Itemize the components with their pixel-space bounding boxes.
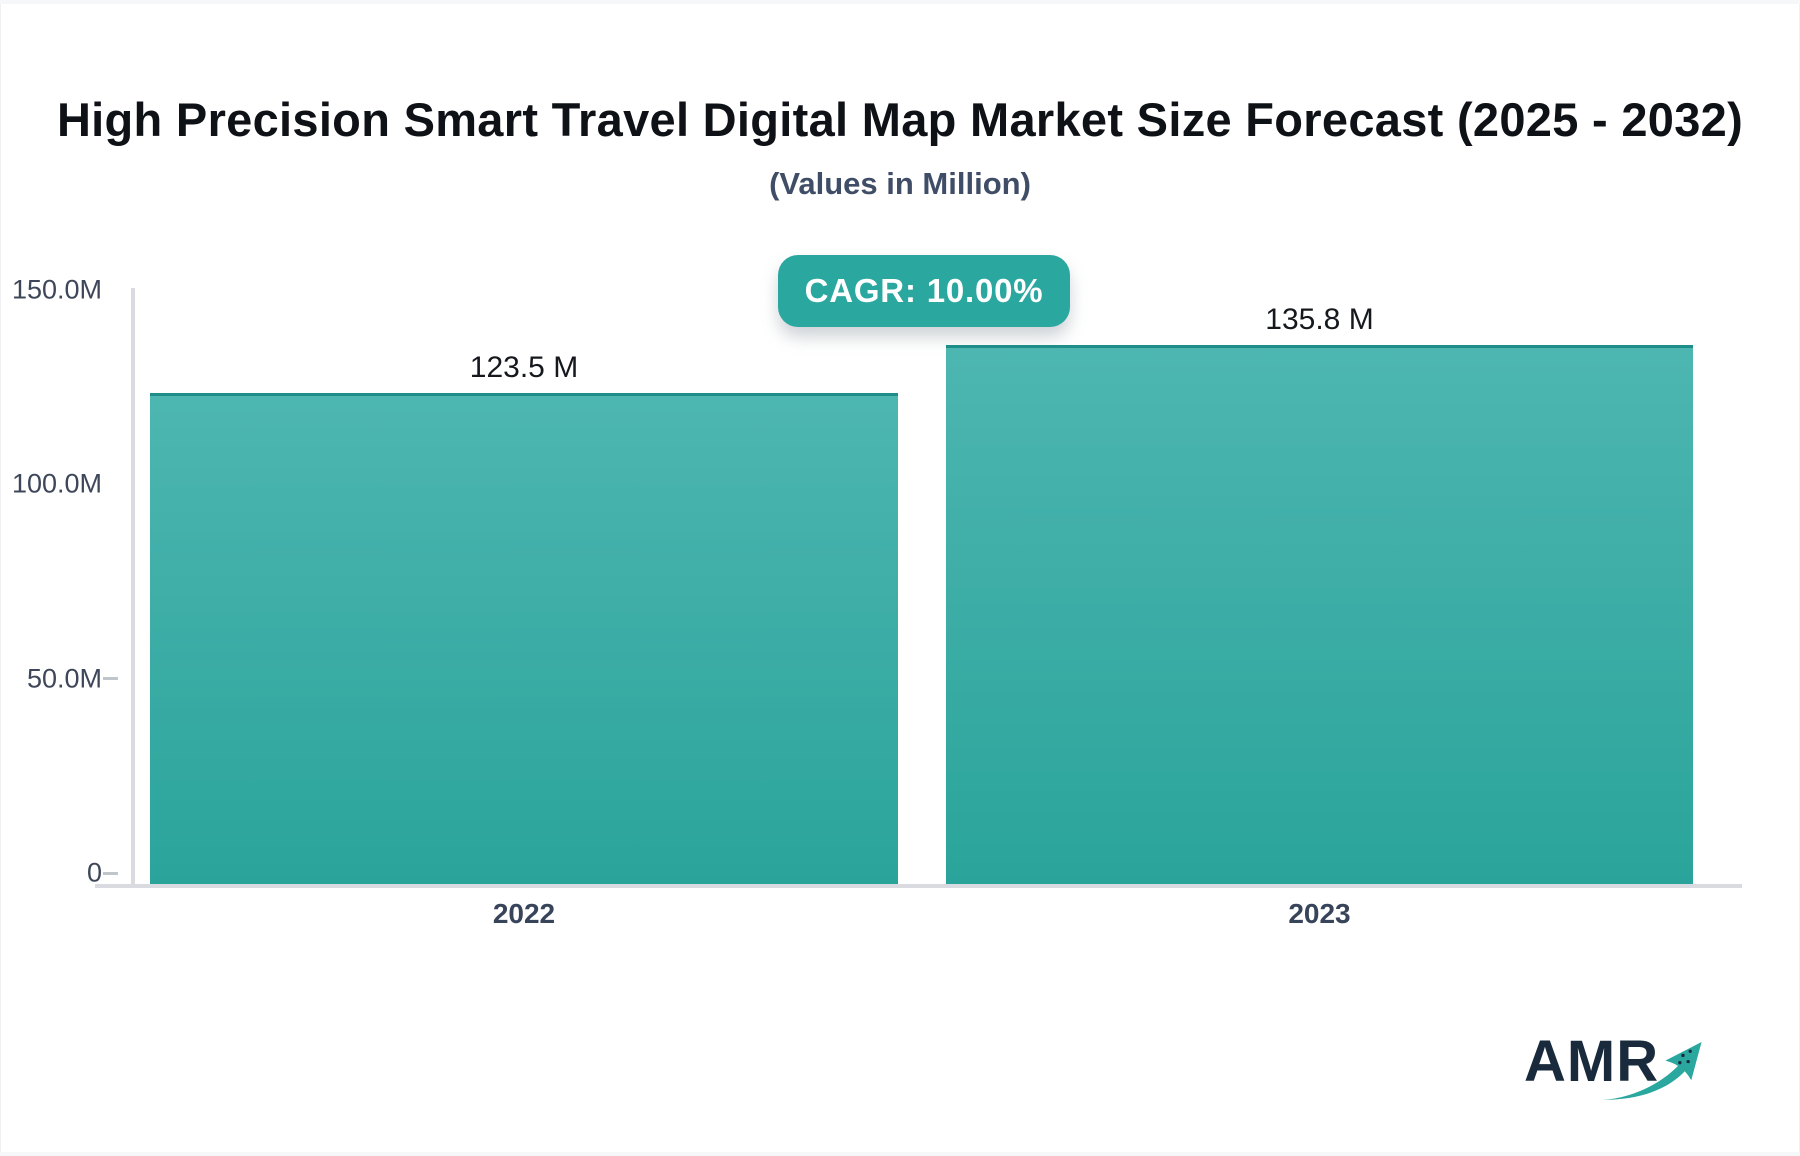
chart-subtitle: (Values in Million) (769, 166, 1031, 201)
cagr-badge-label: CAGR: 10.00% (804, 272, 1044, 309)
y-axis-tick-label: 0 (86, 857, 102, 888)
amr-logo: AMR (1524, 1029, 1720, 1114)
x-axis-line (95, 884, 1742, 888)
y-axis-tick-label: 150.0M (11, 274, 102, 305)
x-axis-category-label: 2023 (1288, 898, 1351, 929)
growth-arrow-icon (1602, 1042, 1702, 1100)
x-axis-category-label: 2022 (492, 898, 556, 929)
y-axis-tick-mark (103, 677, 118, 681)
card-edge-top (0, 0, 1800, 4)
bar-2023[interactable] (946, 345, 1693, 884)
cagr-badge: CAGR: 10.00% (778, 255, 1070, 327)
amr-logo-text: AMR (1524, 1029, 1660, 1094)
y-axis-line (131, 288, 135, 884)
bar-value-label: 135.8 M (1265, 303, 1374, 337)
bar-value-label: 123.5 M (469, 350, 579, 384)
card-edge-bottom (0, 1152, 1800, 1156)
chart-title: High Precision Smart Travel Digital Map … (56, 93, 1744, 146)
y-axis-tick-label: 100.0M (11, 468, 102, 499)
bar-2022[interactable] (150, 392, 898, 884)
y-axis-tick-label: 50.0M (26, 663, 102, 694)
y-axis-tick-mark (103, 871, 118, 875)
